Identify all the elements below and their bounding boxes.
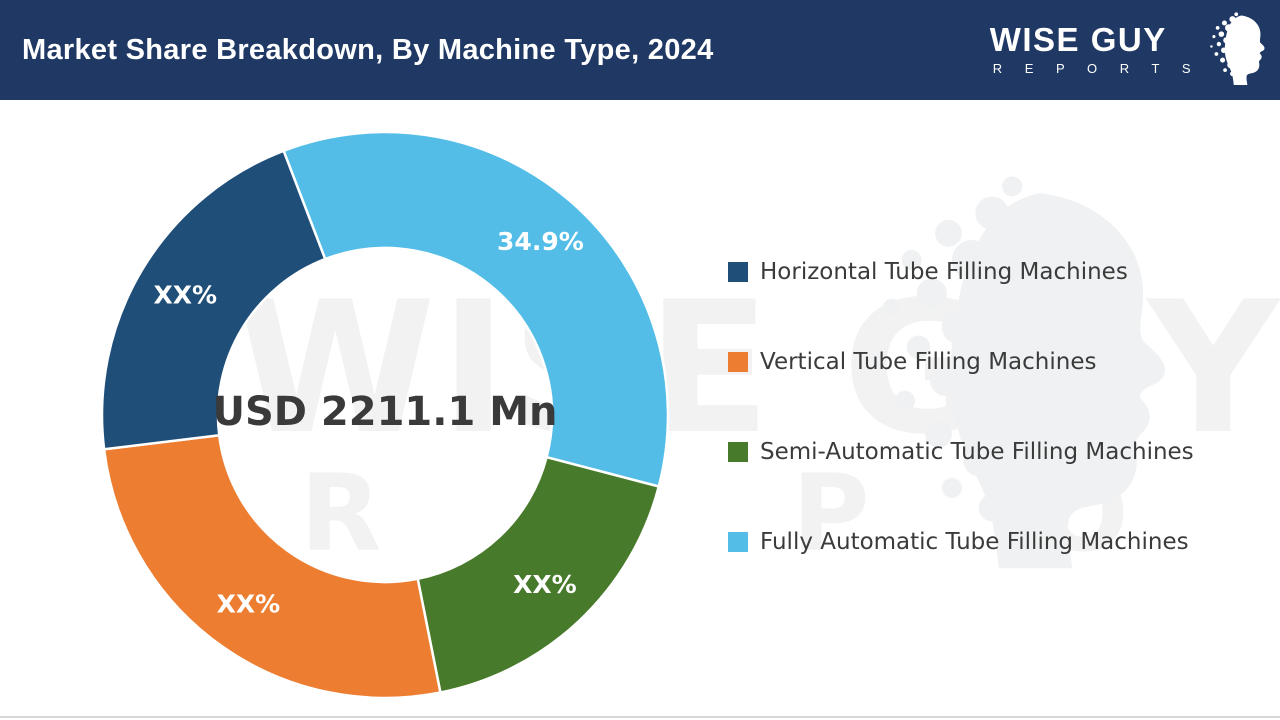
legend-item-semi-automatic: Semi-Automatic Tube Filling Machines bbox=[728, 438, 1194, 466]
legend-item-vertical: Vertical Tube Filling Machines bbox=[728, 348, 1194, 376]
donut-segment-semi-automatic bbox=[416, 455, 661, 694]
legend-swatch-semi-automatic-icon bbox=[728, 442, 748, 462]
donut-segment-horizontal bbox=[100, 149, 327, 451]
bottom-divider bbox=[0, 716, 1280, 718]
legend-label: Semi-Automatic Tube Filling Machines bbox=[760, 439, 1194, 465]
wiseguy-logo: WISE GUY R E P O R T S bbox=[990, 9, 1266, 89]
legend-swatch-fully-automatic-icon bbox=[728, 532, 748, 552]
wiseguy-logo-text: WISE GUY R E P O R T S bbox=[989, 21, 1200, 76]
legend-item-horizontal: Horizontal Tube Filling Machines bbox=[728, 258, 1194, 286]
logo-wiseguy-label: WISE GUY bbox=[989, 21, 1167, 59]
legend-swatch-horizontal-icon bbox=[728, 262, 748, 282]
segment-label-fully-automatic: 34.9% bbox=[497, 227, 584, 256]
legend-swatch-vertical-icon bbox=[728, 352, 748, 372]
header-bar: Market Share Breakdown, By Machine Type,… bbox=[0, 0, 1280, 100]
legend-item-fully-automatic: Fully Automatic Tube Filling Machines bbox=[728, 528, 1194, 556]
page-title: Market Share Breakdown, By Machine Type,… bbox=[22, 34, 714, 66]
segment-label-semi-automatic: XX% bbox=[513, 570, 577, 599]
wiseguy-logo-head-icon bbox=[1204, 9, 1266, 89]
legend-label: Vertical Tube Filling Machines bbox=[760, 349, 1097, 375]
legend-label: Fully Automatic Tube Filling Machines bbox=[760, 529, 1189, 555]
segment-label-vertical: XX% bbox=[217, 589, 281, 618]
chart-legend: Horizontal Tube Filling Machines Vertica… bbox=[728, 258, 1194, 618]
legend-label: Horizontal Tube Filling Machines bbox=[760, 259, 1128, 285]
donut-segment-vertical bbox=[102, 433, 442, 700]
chart-center-value: USD 2211.1 Mn bbox=[212, 389, 558, 435]
segment-label-horizontal: XX% bbox=[153, 280, 217, 309]
logo-reports-label: R E P O R T S bbox=[992, 60, 1200, 76]
donut-segment-fully-automatic bbox=[282, 130, 670, 488]
